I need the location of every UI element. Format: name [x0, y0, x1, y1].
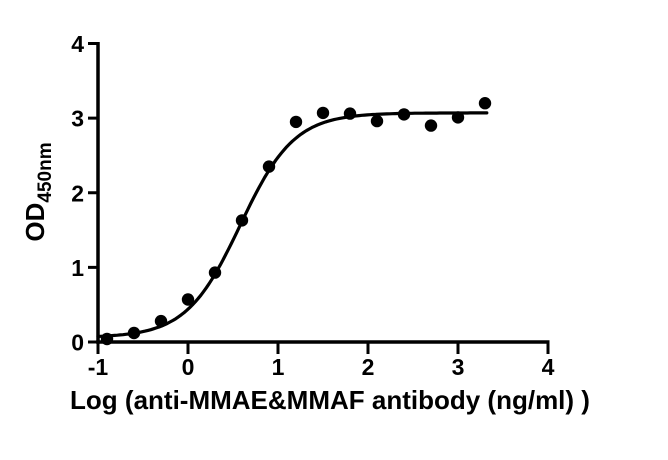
data-point [127, 326, 141, 340]
data-point [397, 108, 411, 121]
x-tick-label: 4 [542, 354, 555, 380]
x-tick-group: -1 0 1 2 3 4 [88, 343, 555, 380]
y-tick-label: 4 [71, 31, 84, 57]
y-axis: 0 1 2 3 4 [71, 31, 100, 356]
data-point [343, 107, 357, 120]
x-axis: -1 0 1 2 3 4 [88, 340, 555, 380]
y-axis-title: OD450nm [20, 142, 56, 241]
y-tick-label: 3 [71, 106, 84, 132]
fit-curve-line [96, 111, 489, 338]
y-tick-label: 1 [71, 255, 84, 281]
data-points [100, 97, 492, 346]
x-tick-label: 0 [182, 354, 195, 380]
data-point [262, 160, 276, 173]
data-point [451, 111, 465, 124]
data-point [424, 119, 438, 132]
x-tick-label: 2 [362, 354, 375, 380]
y-axis-title-main: OD [20, 203, 50, 242]
x-axis-title: Log (anti-MMAE&MMAF antibody (ng/ml) ) [70, 385, 590, 415]
data-point [289, 115, 303, 129]
x-tick-label: 3 [452, 354, 465, 380]
data-point [235, 214, 249, 227]
y-axis-title-subscript: 450nm [35, 142, 56, 202]
data-point [208, 266, 222, 279]
data-point [181, 293, 195, 306]
x-tick-label: 1 [272, 354, 285, 380]
y-tick-label: 0 [71, 330, 84, 356]
data-point [154, 314, 168, 328]
data-point [370, 114, 384, 128]
y-tick-group: 0 1 2 3 4 [71, 31, 97, 356]
data-point [316, 106, 330, 120]
data-point [100, 332, 114, 346]
data-point [478, 97, 492, 110]
x-tick-label: -1 [88, 354, 109, 380]
y-tick-label: 2 [71, 180, 84, 206]
